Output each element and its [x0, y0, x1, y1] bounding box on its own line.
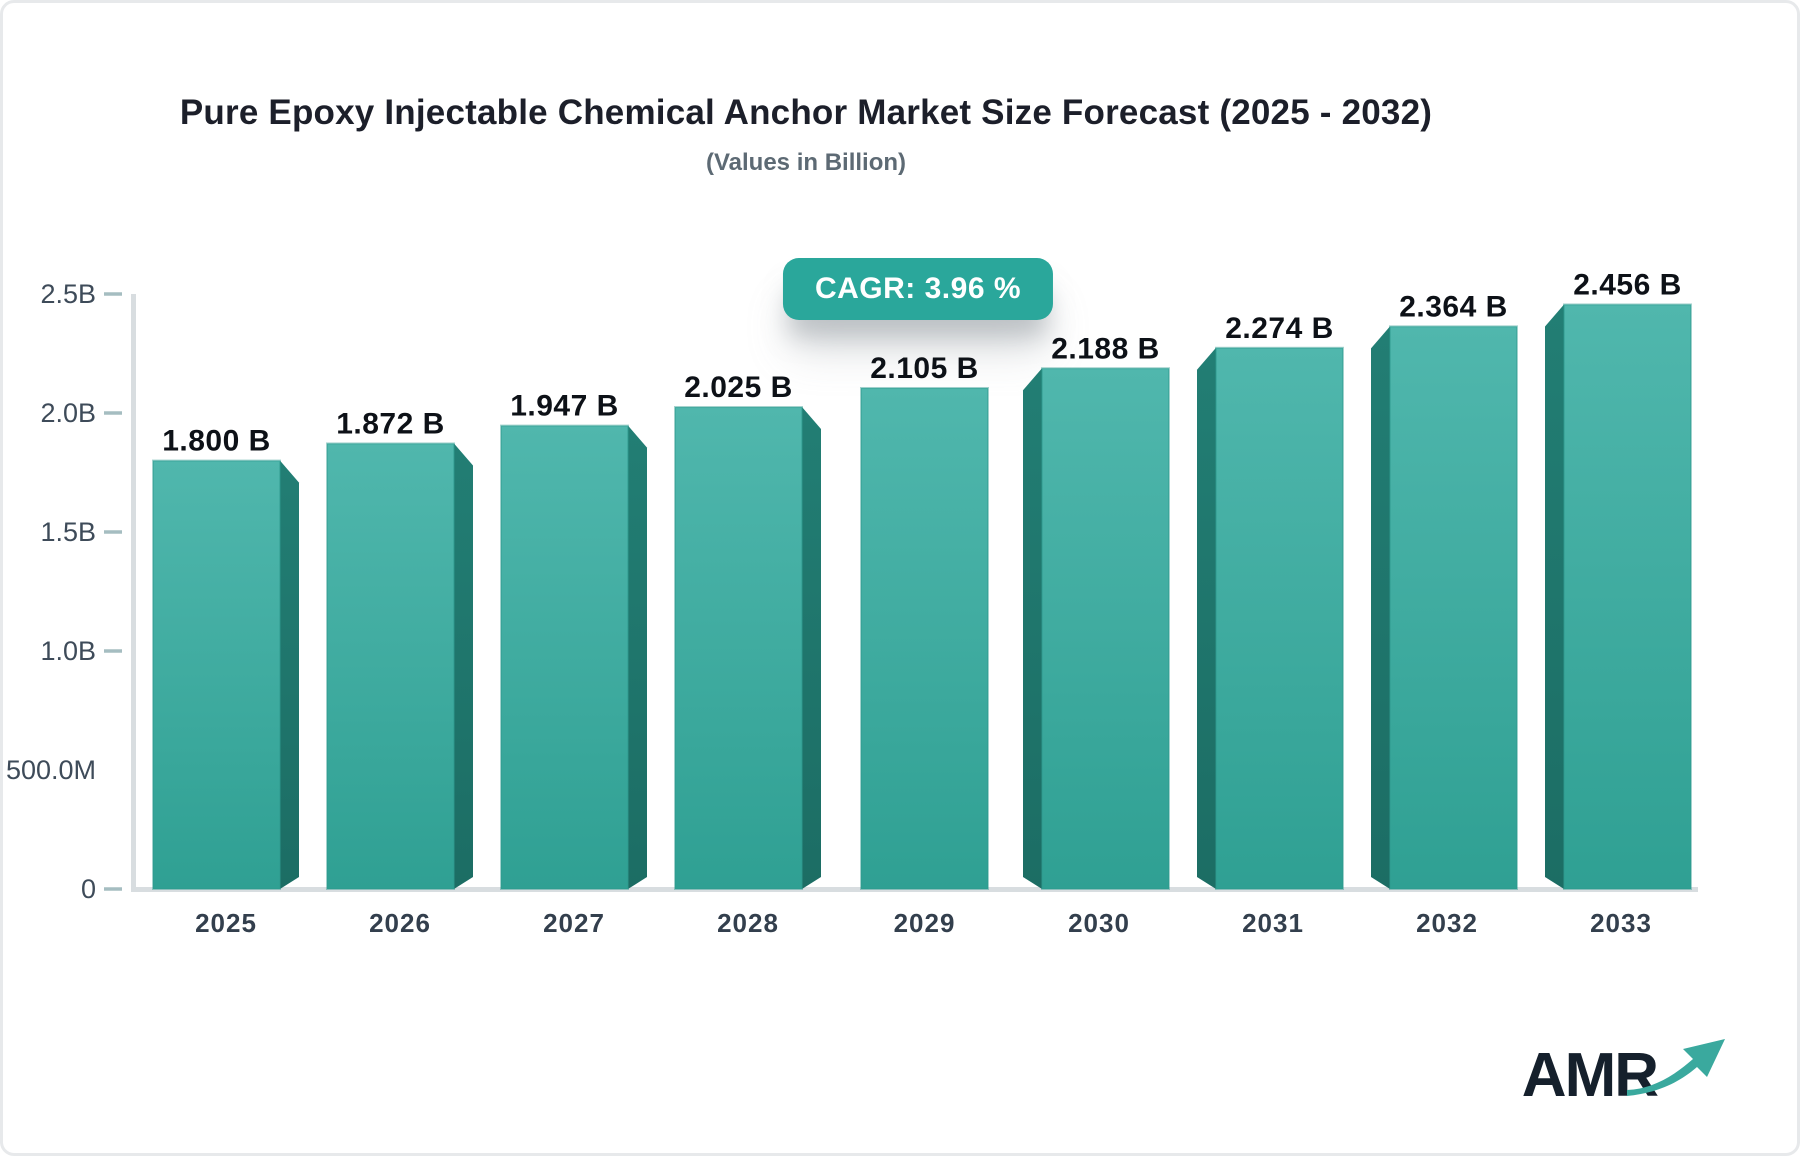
y-tick-label-2.0B: 2.0B	[40, 398, 96, 428]
x-axis-line	[131, 887, 1698, 892]
y-tick-label-1.0B: 1.0B	[40, 636, 96, 666]
growth-arrow-icon	[1627, 1039, 1725, 1096]
cagr-badge-label: CAGR: 3.96 %	[814, 272, 1022, 305]
y-axis-line	[131, 294, 136, 889]
y-tick-label-1.5B: 1.5B	[40, 517, 96, 547]
x-label-2025: 2025	[195, 908, 257, 938]
bar-value-label-2027: 1.947 B	[510, 390, 619, 423]
bar-2027-face	[500, 424, 629, 890]
chart-subtitle: (Values in Billion)	[705, 149, 907, 176]
bar-value-label-2032: 2.364 B	[1399, 290, 1508, 323]
chart-header: Pure Epoxy Injectable Chemical Anchor Ma…	[3, 93, 1609, 177]
bar-2028-face	[674, 406, 803, 890]
amr-logo-text: AMR	[1521, 1041, 1659, 1110]
bar-2030-side	[1023, 368, 1042, 890]
x-label-2031: 2031	[1242, 908, 1304, 938]
x-label-2028: 2028	[717, 908, 779, 938]
y-tick-label-500.0M: 500.0M	[6, 755, 96, 785]
x-label-2027: 2027	[543, 908, 605, 938]
bar-value-label-2028: 2.025 B	[684, 371, 793, 404]
bar-2026-side	[454, 443, 473, 889]
bar-value-label-2031: 2.274 B	[1225, 312, 1334, 345]
bar-2031-side	[1197, 347, 1216, 890]
bar-2028-side	[802, 407, 821, 889]
bar-2031-face	[1215, 346, 1344, 890]
y-tick-label-2.5B: 2.5B	[40, 279, 96, 309]
x-label-2026: 2026	[369, 908, 431, 938]
bar-2030-face	[1041, 367, 1170, 891]
bar-2025-side	[280, 460, 299, 889]
bar-2032-face	[1389, 325, 1518, 891]
amr-logo: AMR	[1522, 1033, 1731, 1107]
bar-2033-face	[1563, 303, 1692, 890]
bar-2025-face	[152, 459, 281, 890]
y-tick-label-0: 0	[81, 874, 96, 904]
bar-value-label-2033: 2.456 B	[1573, 268, 1682, 301]
bar-2033-side	[1545, 304, 1564, 889]
bar-value-label-2029: 2.105 B	[870, 352, 979, 385]
cagr-badge: CAGR: 3.96 %	[782, 258, 1054, 320]
bar-value-label-2025: 1.800 B	[162, 425, 271, 458]
bar-2026-face	[326, 442, 455, 890]
bar-chart: 2.5B 2.0B 1.5B 1.0B 500.0M 0 1.800 B 2025 1.872 …	[6, 268, 1698, 938]
bar-value-label-2030: 2.188 B	[1051, 332, 1160, 365]
x-label-2032: 2032	[1416, 908, 1478, 938]
bar-2027-side	[628, 425, 647, 889]
bar-2029-face	[860, 387, 989, 890]
x-label-2030: 2030	[1068, 908, 1130, 938]
bar-value-label-2026: 1.872 B	[336, 407, 445, 440]
x-label-2033: 2033	[1590, 908, 1652, 938]
x-label-2029: 2029	[894, 908, 956, 938]
bar-2032-side	[1371, 326, 1390, 889]
chart-title: Pure Epoxy Injectable Chemical Anchor Ma…	[179, 93, 1433, 132]
